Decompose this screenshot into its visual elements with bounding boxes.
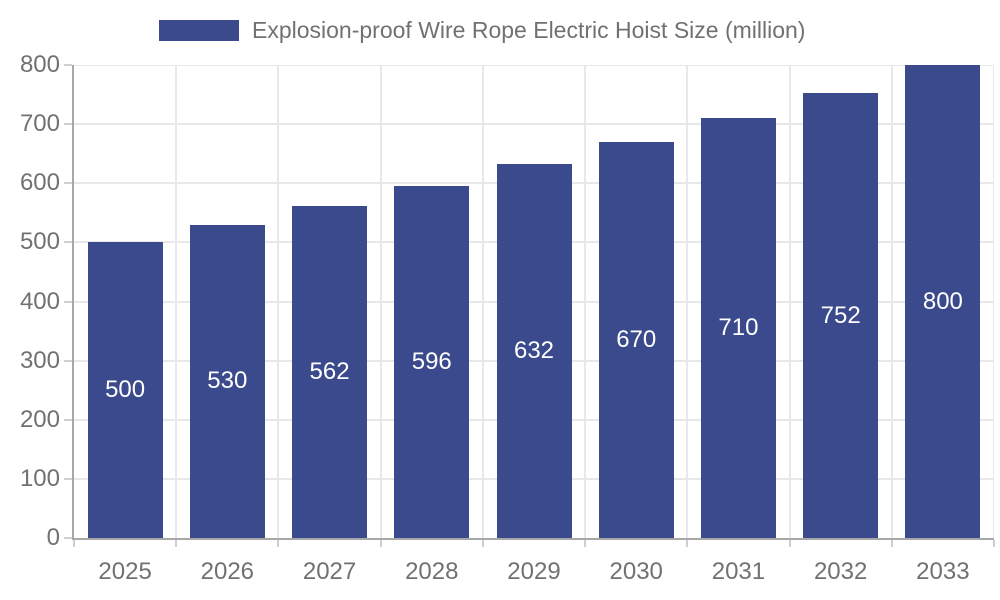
y-tick [64,537,72,539]
x-tick-label: 2028 [405,558,459,585]
x-tick-label: 2031 [711,558,766,585]
y-tick-label: 500 [19,228,60,256]
y-tick [64,241,72,244]
gridline-v [175,65,178,538]
x-tick [73,540,75,547]
bar-value-label: 752 [820,301,861,329]
y-tick-label: 400 [19,287,60,315]
bar: 632 [496,164,572,538]
x-tick [584,540,587,547]
gridline-v [481,65,484,538]
bar: 752 [803,93,879,538]
bar-value-label: 710 [718,314,759,342]
x-tick [993,540,995,547]
y-tick [64,300,72,303]
gridline-v [788,65,791,538]
bar: 596 [394,185,470,538]
bar-value-label: 530 [207,367,248,395]
y-tick-label: 200 [19,405,60,433]
gridline-v [686,65,689,538]
bar: 800 [905,65,981,538]
y-tick [64,359,72,362]
bar-value-label: 596 [411,347,452,375]
bar: 530 [189,224,265,538]
x-tick [890,540,893,547]
gridline-v [277,65,280,538]
x-tick [481,540,484,547]
y-tick [64,64,72,66]
x-tick [686,540,689,547]
x-tick [175,540,178,547]
y-tick [64,477,72,480]
x-tick-label: 2026 [200,558,255,585]
bar: 670 [598,141,674,538]
y-tick [64,418,72,421]
x-tick-label: 2029 [507,558,561,585]
x-tick [379,540,382,547]
y-tick [64,123,72,126]
plot-area: 500 530 562 596 632 670 710 752 800 [72,65,994,540]
x-tick-label: 2027 [302,558,357,585]
legend-swatch [159,20,239,41]
bar-value-label: 800 [922,287,963,315]
gridline-v [379,65,382,538]
x-tick [277,540,280,547]
bar: 710 [700,118,776,538]
y-tick [64,182,72,185]
bar: 562 [292,205,368,538]
gridline-v [890,65,893,538]
legend-label: Explosion-proof Wire Rope Electric Hoist… [252,17,806,43]
bar-value-label: 500 [105,376,146,404]
gridline-v [584,65,587,538]
y-tick-label: 600 [19,169,60,197]
legend: Explosion-proof Wire Rope Electric Hoist… [159,17,805,44]
bar: 500 [87,242,163,538]
y-tick-label: 0 [46,524,60,551]
gridline-h [74,123,994,126]
gridline-v [993,65,994,538]
x-tick-label: 2033 [916,558,970,585]
y-tick-label: 800 [19,51,60,78]
bar-value-label: 562 [309,357,350,385]
y-tick-label: 700 [19,110,60,138]
x-tick-label: 2025 [98,558,152,585]
y-tick-label: 300 [19,346,60,374]
bar-value-label: 670 [616,325,657,353]
gridline-h [74,65,994,66]
x-tick [788,540,791,547]
x-tick-label: 2030 [609,558,663,585]
bar-value-label: 632 [513,337,555,365]
y-tick-label: 100 [19,464,60,492]
x-tick-label: 2032 [813,558,868,585]
